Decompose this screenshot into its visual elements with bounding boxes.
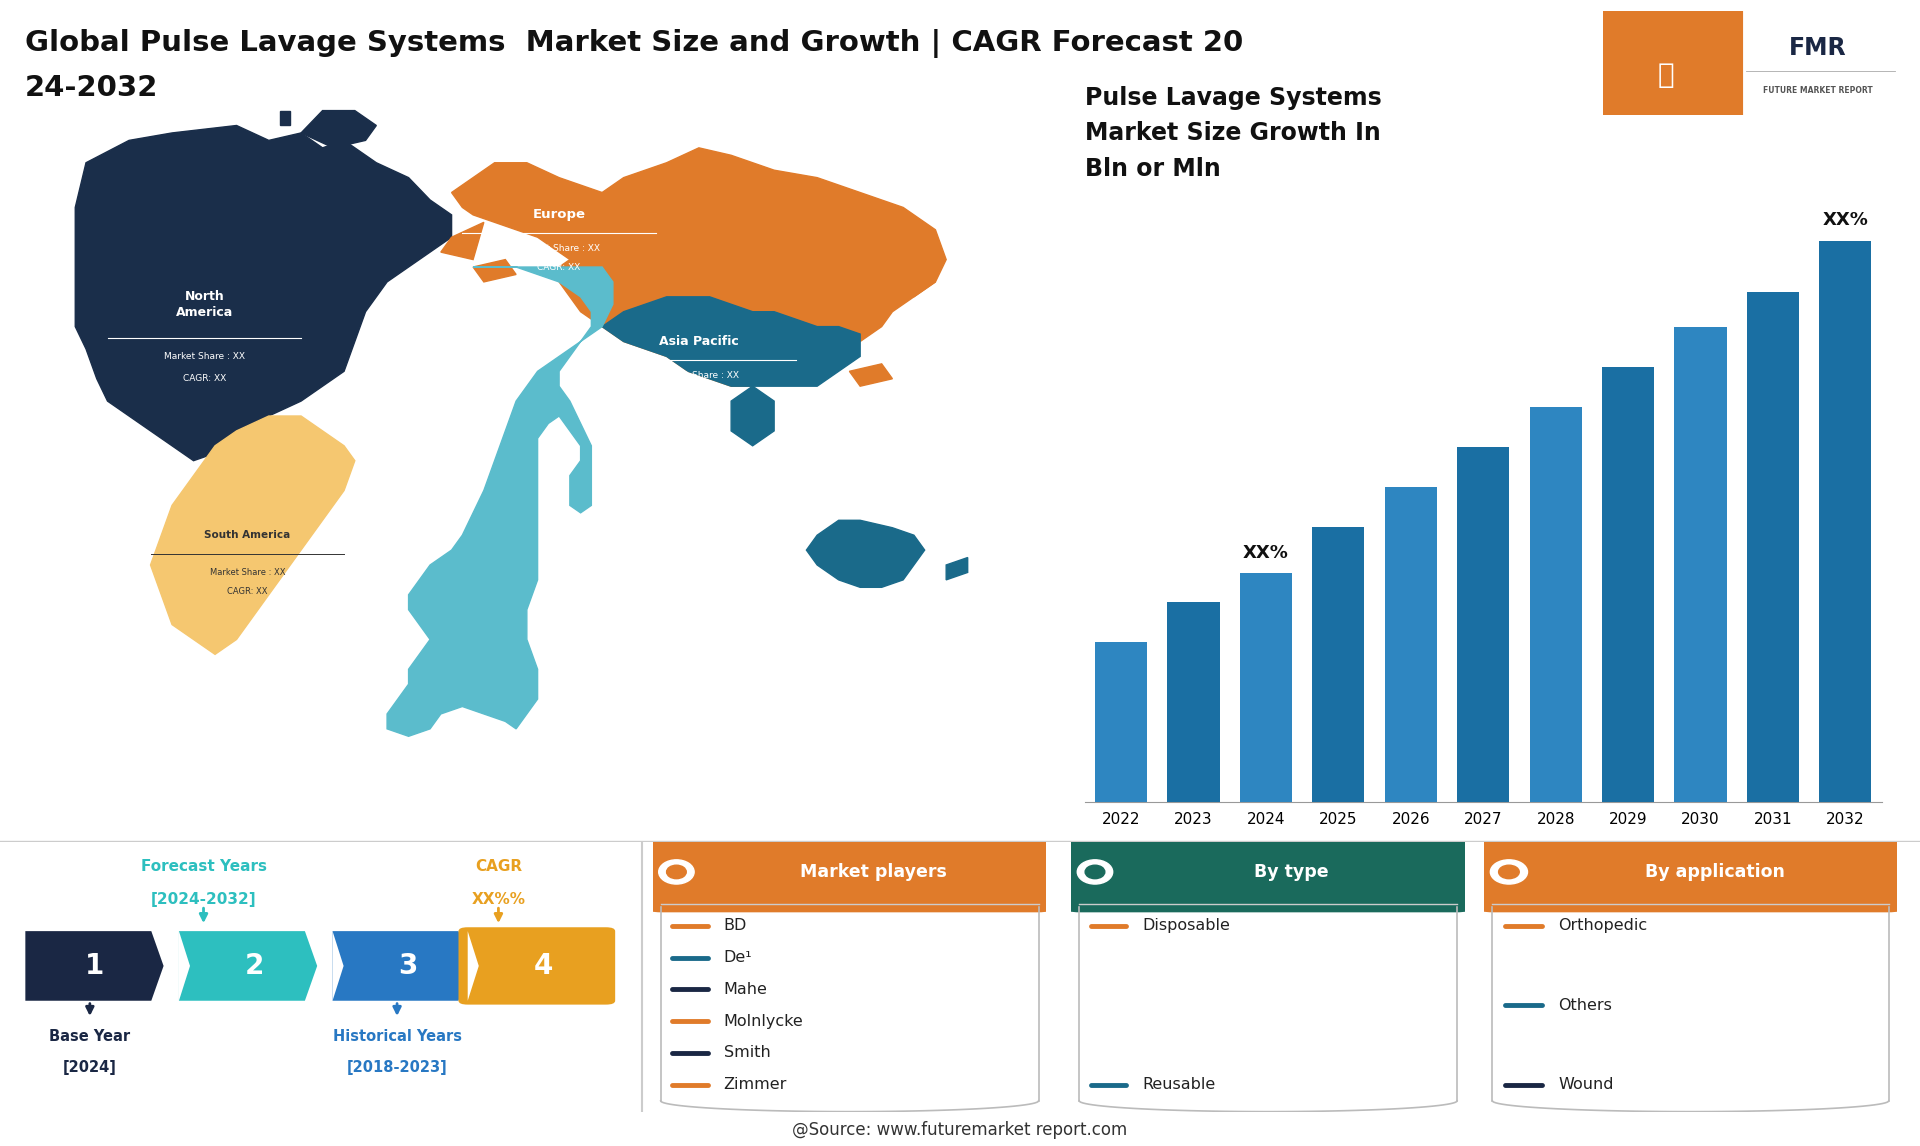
Polygon shape (732, 386, 774, 446)
Text: Forecast Years: Forecast Years (140, 860, 267, 874)
Text: Market Share : XX: Market Share : XX (518, 244, 599, 253)
Text: CAGR: XX: CAGR: XX (227, 587, 267, 596)
Text: CAGR: XX: CAGR: XX (182, 375, 227, 383)
Text: Reusable: Reusable (1142, 1077, 1215, 1092)
Text: 🏃: 🏃 (1657, 61, 1674, 88)
Circle shape (659, 860, 695, 884)
Polygon shape (179, 931, 317, 1000)
Text: CAGR: XX: CAGR: XX (472, 360, 516, 368)
Text: [2018-2023]: [2018-2023] (348, 1060, 447, 1075)
Text: CAGR: XX: CAGR: XX (678, 390, 720, 398)
Polygon shape (468, 931, 478, 1000)
Text: Global Pulse Lavage Systems  Market Size and Growth | CAGR Forecast 20: Global Pulse Lavage Systems Market Size … (25, 29, 1244, 57)
Polygon shape (902, 267, 935, 297)
Text: Disposable: Disposable (1142, 918, 1231, 933)
FancyBboxPatch shape (1467, 832, 1914, 912)
Text: Orthopedic: Orthopedic (1559, 918, 1647, 933)
Text: Molnlycke: Molnlycke (724, 1013, 803, 1029)
Polygon shape (301, 110, 376, 148)
Text: Wound: Wound (1559, 1077, 1615, 1092)
Polygon shape (332, 931, 344, 1000)
Polygon shape (280, 110, 290, 125)
FancyBboxPatch shape (637, 832, 1062, 912)
Polygon shape (947, 557, 968, 580)
Text: Pulse Lavage Systems
Market Size Growth In
Bln or Mln: Pulse Lavage Systems Market Size Growth … (1085, 86, 1382, 181)
Text: Market players: Market players (801, 863, 947, 881)
Polygon shape (849, 363, 893, 386)
Text: FMR: FMR (1789, 37, 1847, 61)
Polygon shape (150, 416, 355, 654)
Text: Others: Others (1559, 998, 1613, 1013)
Text: By application: By application (1645, 863, 1786, 881)
Polygon shape (75, 125, 451, 461)
Text: 4: 4 (534, 952, 553, 980)
Polygon shape (472, 259, 516, 282)
Text: Mahe: Mahe (724, 982, 768, 997)
Text: De¹: De¹ (724, 950, 753, 965)
Bar (1457, 447, 1509, 802)
Text: XX%: XX% (1822, 211, 1868, 229)
Text: 2: 2 (244, 952, 263, 980)
Circle shape (1500, 865, 1519, 879)
Text: [2024]: [2024] (63, 1060, 117, 1075)
Polygon shape (179, 931, 190, 1000)
Text: XX%: XX% (1242, 543, 1288, 562)
Polygon shape (451, 163, 645, 267)
Text: South America: South America (204, 531, 290, 540)
Bar (1530, 407, 1582, 802)
Text: 3: 3 (397, 952, 417, 980)
Polygon shape (603, 297, 860, 386)
Text: @Source: www.futuremarket report.com: @Source: www.futuremarket report.com (793, 1121, 1127, 1139)
Text: Market Share : XX: Market Share : XX (659, 370, 739, 379)
Polygon shape (25, 931, 163, 1000)
Text: Historical Years: Historical Years (332, 1029, 461, 1044)
Text: MEA: MEA (480, 305, 511, 319)
Text: Market Share : XX: Market Share : XX (209, 568, 284, 576)
Circle shape (1490, 860, 1528, 884)
Text: Base Year: Base Year (50, 1029, 131, 1044)
Bar (1747, 292, 1799, 802)
Bar (1601, 367, 1655, 802)
Bar (1674, 327, 1726, 802)
Bar (1094, 642, 1146, 802)
Polygon shape (442, 222, 484, 259)
Circle shape (666, 865, 685, 879)
Text: BD: BD (724, 918, 747, 933)
Text: Smith: Smith (724, 1045, 770, 1060)
Text: CAGR: XX: CAGR: XX (538, 262, 580, 272)
Text: Europe: Europe (532, 209, 586, 221)
Text: Asia Pacific: Asia Pacific (659, 335, 739, 348)
Text: By type: By type (1254, 863, 1329, 881)
Polygon shape (388, 267, 612, 736)
Text: 1: 1 (84, 952, 104, 980)
Text: Market Share : XX: Market Share : XX (163, 352, 244, 361)
Bar (1240, 573, 1292, 802)
Polygon shape (806, 520, 925, 587)
Text: 24-2032: 24-2032 (25, 74, 157, 102)
Circle shape (1085, 865, 1104, 879)
Text: Market Share : XX: Market Share : XX (455, 340, 536, 350)
Text: Zimmer: Zimmer (724, 1077, 787, 1092)
FancyBboxPatch shape (1588, 5, 1743, 150)
Bar (1311, 527, 1365, 802)
Polygon shape (559, 148, 947, 386)
Text: FUTURE MARKET REPORT: FUTURE MARKET REPORT (1763, 86, 1872, 95)
FancyBboxPatch shape (459, 927, 614, 1005)
Circle shape (1077, 860, 1114, 884)
Text: CAGR: CAGR (474, 860, 522, 874)
Text: North
America: North America (175, 290, 232, 319)
Bar (1820, 241, 1872, 802)
Bar (1167, 602, 1219, 802)
Polygon shape (332, 931, 470, 1000)
Bar (1384, 487, 1436, 802)
Text: [2024-2032]: [2024-2032] (150, 893, 257, 908)
Text: XX%%: XX%% (472, 893, 526, 908)
FancyBboxPatch shape (1056, 832, 1480, 912)
